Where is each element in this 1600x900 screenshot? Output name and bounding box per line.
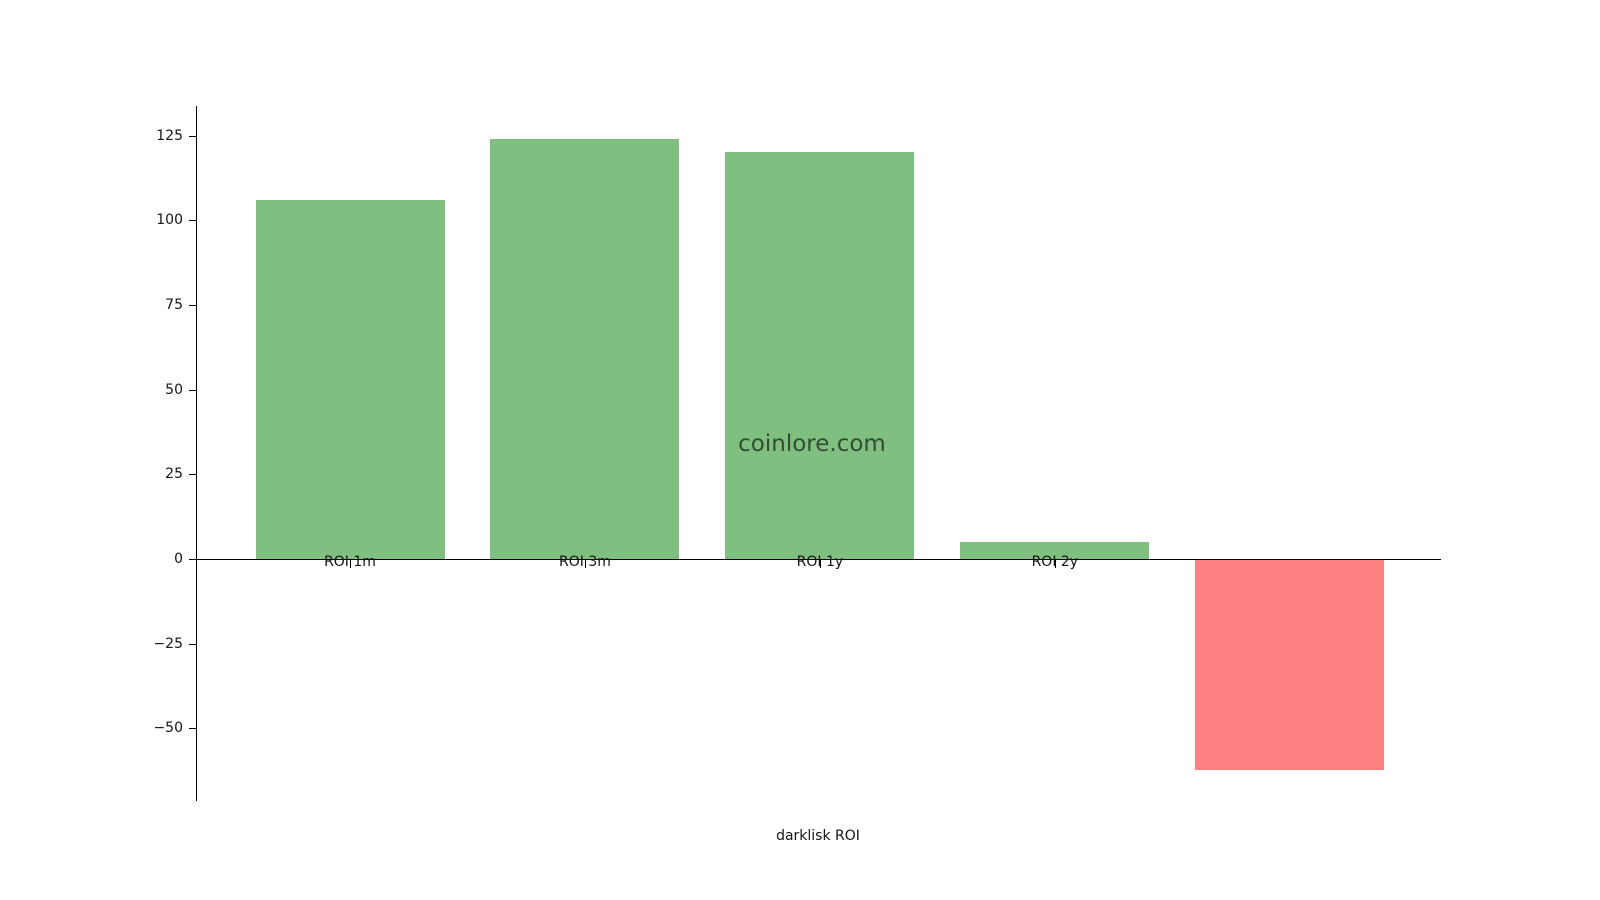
y-tick-label: −50 [153, 720, 183, 737]
y-axis-line [196, 106, 197, 801]
y-tick-label: 125 [156, 127, 183, 144]
x-axis-line [196, 559, 1441, 560]
y-tick-label: 0 [174, 551, 183, 567]
y-tick-label: 100 [156, 212, 183, 229]
y-tick-label: −25 [153, 635, 183, 652]
y-tick-mark [189, 559, 196, 560]
bar-roi-3m [490, 138, 680, 559]
y-tick-mark [189, 135, 196, 137]
y-tick-mark [189, 474, 196, 476]
y-tick-label: 25 [165, 466, 183, 483]
x-tick-mark [350, 559, 351, 568]
y-tick-mark [189, 728, 196, 730]
y-tick-mark [189, 643, 196, 645]
y-tick-mark [189, 304, 196, 306]
y-tick-mark [189, 389, 196, 391]
y-tick-label: 75 [165, 296, 183, 313]
bar-roi-1y [725, 152, 915, 559]
bar-unlabeled [1195, 560, 1385, 771]
y-tick-mark [189, 220, 196, 222]
y-tick-label: 50 [165, 381, 183, 398]
watermark-text: coinlore.com [738, 431, 886, 457]
chart-xlabel: darklisk ROI [776, 828, 860, 844]
x-tick-mark [584, 559, 586, 568]
bar-roi-1m [255, 199, 445, 559]
x-tick-mark [1054, 559, 1056, 568]
x-tick-mark [819, 559, 821, 568]
bar-roi-2y [960, 542, 1150, 559]
